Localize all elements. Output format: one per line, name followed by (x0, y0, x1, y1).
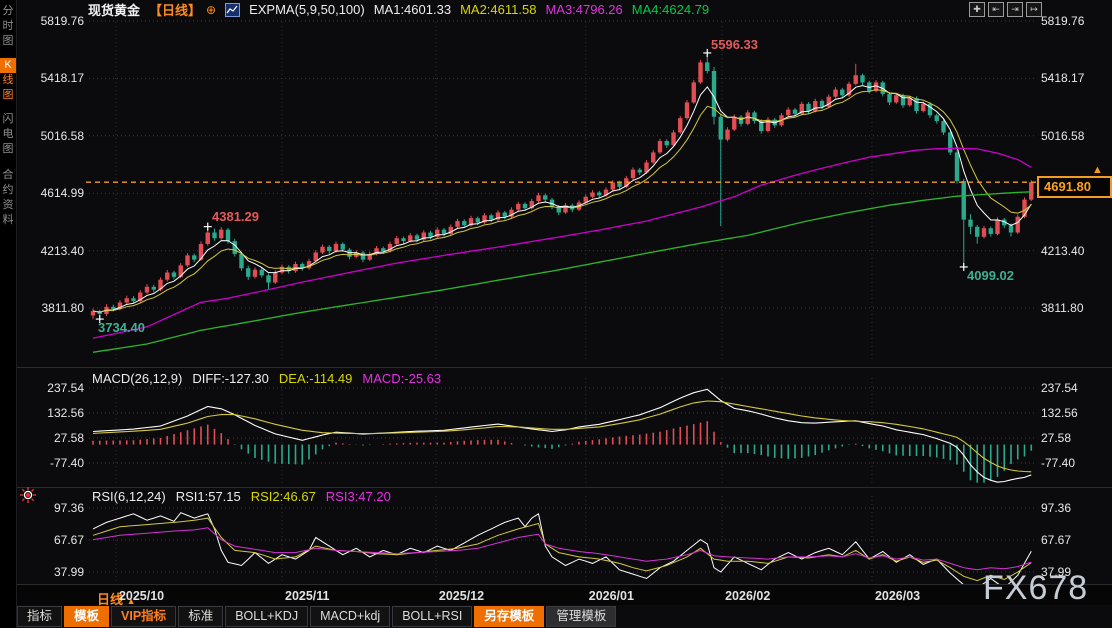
rsi2-value: RSI2:46.67 (250, 489, 316, 504)
axis-label: 132.56 (1041, 406, 1078, 420)
toolbar-button-BOLL+KDJ[interactable]: BOLL+KDJ (225, 606, 309, 627)
date-axis: 日线 ▲ 2025/10 2025/11 2025/12 2026/01 2026/02… (16, 585, 1112, 607)
symbol-name: 现货黄金 (88, 3, 141, 18)
axis-label: 5819.76 (40, 14, 84, 28)
indicator-name[interactable]: EXPMA(5,9,50,100) (249, 2, 365, 17)
shift-left-icon[interactable]: ⇤ (988, 2, 1004, 17)
axis-label: 37.99 (53, 565, 84, 579)
axis-label: 5016.58 (40, 128, 84, 143)
template-toolbar: 指标 模板 VIP指标 标准 BOLL+KDJ MACD+kdj BOLL+RSI 另存模板管… (17, 606, 617, 627)
shift-right-icon[interactable]: ⇥ (1007, 2, 1023, 17)
sidebar-tab-3[interactable]: 闪电图 (0, 112, 16, 157)
panel-divider (16, 584, 1112, 585)
toolbar-button-MACD+kdj[interactable]: MACD+kdj (310, 606, 391, 627)
last-price-tag: 4691.80 (1037, 176, 1112, 198)
date-label: 2026/02 (725, 589, 771, 603)
macd-title[interactable]: MACD(26,12,9) (92, 371, 183, 386)
sidebar-tab-char: 闪 (2, 113, 14, 125)
pop-out-icon[interactable]: ↦ (1026, 2, 1042, 17)
rsi3-value: RSI3:47.20 (325, 489, 391, 504)
sidebar-tab-char: K (0, 58, 16, 73)
date-label: 2025/11 (285, 589, 330, 603)
sidebar-tab-char: 料 (2, 214, 14, 226)
date-label: 2025/10 (118, 589, 165, 603)
chart-window-buttons: ✚ ⇤ ⇥ ↦ (969, 2, 1042, 17)
axis-label: 4614.99 (40, 186, 84, 201)
axis-label: 67.67 (1041, 533, 1072, 547)
add-indicator-icon[interactable]: ⊕ (206, 2, 217, 17)
toolbar-button-指标[interactable]: 指标 (17, 606, 63, 627)
toolbar-button-标准[interactable]: 标准 (178, 606, 224, 627)
ma3-value: MA3:4796.26 (545, 2, 623, 17)
sidebar-tab-char: 线 (2, 74, 14, 86)
sidebar-tab-4[interactable]: 合约资料 (0, 168, 16, 228)
axis-label: 3811.80 (41, 301, 85, 315)
axis-label: -77.40 (1041, 456, 1076, 470)
ma2-value: MA2:4611.58 (460, 2, 537, 17)
toolbar-button-BOLL+RSI[interactable]: BOLL+RSI (392, 606, 473, 627)
period-selector[interactable]: 日线 ▲ (97, 592, 136, 607)
sidebar-tab-char: 资 (2, 199, 14, 211)
macd-diff-value: DIFF:-127.30 (192, 371, 269, 386)
toolbar-button-管理模板[interactable]: 管理模板 (546, 606, 617, 627)
macd-bar-value: MACD:-25.63 (362, 371, 442, 386)
ma4-value: MA4:4624.79 (631, 2, 710, 17)
axis-label: 27.58 (1041, 431, 1072, 445)
ma1-value: MA1:4601.33 (373, 2, 452, 17)
axis-label: 37.99 (1041, 565, 1072, 579)
date-label: 2025/12 (438, 589, 485, 603)
macd-header: MACD(26,12,9) DIFF:-127.30 DEA:-114.49 M… (92, 371, 441, 386)
mini-chart-icon (225, 2, 241, 17)
price-annotation-low: 4099.02 (967, 268, 1014, 283)
axis-label: 97.36 (53, 501, 84, 515)
sidebar-tab-char: 图 (2, 143, 14, 155)
sidebar-tab-char: 图 (2, 89, 14, 101)
price-up-arrow-icon: ▲ (1092, 164, 1103, 176)
sidebar-tab-char: 合 (2, 169, 14, 181)
axis-label: 27.58 (53, 431, 84, 445)
date-label: 2026/03 (874, 589, 921, 603)
axis-label: 4213.40 (40, 243, 84, 258)
sidebar-tab-char: 约 (2, 184, 14, 196)
price-annotation-low: 3734.40 (98, 320, 145, 335)
axis-label: 5819.76 (1041, 14, 1085, 28)
macd-dea-value: DEA:-114.49 (278, 371, 353, 386)
date-label: 2026/01 (588, 589, 634, 603)
rsi-title[interactable]: RSI(6,12,24) (92, 489, 166, 504)
axis-label: 132.56 (47, 406, 84, 420)
toolbar-button-VIP指标[interactable]: VIP指标 (111, 606, 177, 627)
rsi-header: RSI(6,12,24) RSI1:57.15 RSI2:46.67 RSI3:… (92, 489, 391, 504)
sidebar-tab-char: 电 (2, 128, 14, 140)
rsi1-value: RSI1:57.15 (175, 489, 241, 504)
axis-label: 97.36 (1041, 501, 1072, 515)
price-annotation-high: 4381.29 (212, 209, 259, 224)
axis-label: 3811.80 (1041, 301, 1084, 315)
axis-label: 237.54 (47, 381, 84, 395)
axis-label: 237.54 (1041, 381, 1078, 395)
axis-label: 5418.17 (40, 71, 84, 86)
panel-divider[interactable] (16, 367, 1112, 368)
sidebar-tab-char: 时 (2, 20, 14, 32)
price-annotation-high: 5596.33 (711, 37, 758, 52)
toolbar-button-模板[interactable]: 模板 (64, 606, 110, 627)
axis-label: -77.40 (49, 456, 84, 470)
watermark-logo: FX678 (983, 569, 1089, 607)
crosshair-icon[interactable]: ✚ (969, 2, 985, 17)
chart-header: 现货黄金 【日线】 ⊕ EXPMA(5,9,50,100) MA1:4601.3… (88, 2, 710, 18)
sidebar-tab-char: 图 (2, 35, 14, 47)
period-tag[interactable]: 【日线】 (149, 3, 202, 18)
axis-label: 67.67 (53, 533, 84, 547)
sidebar-tab-char: 分 (2, 5, 14, 17)
panel-divider[interactable] (16, 487, 1112, 488)
alert-marker-icon[interactable] (20, 487, 36, 508)
axis-label: 4213.40 (1041, 243, 1085, 258)
sidebar-tab-1[interactable]: 分时图 (0, 4, 16, 49)
toolbar-button-另存模板[interactable]: 另存模板 (474, 606, 545, 627)
axis-label: 5418.17 (1041, 71, 1085, 86)
axis-label: 5016.58 (1041, 128, 1085, 143)
